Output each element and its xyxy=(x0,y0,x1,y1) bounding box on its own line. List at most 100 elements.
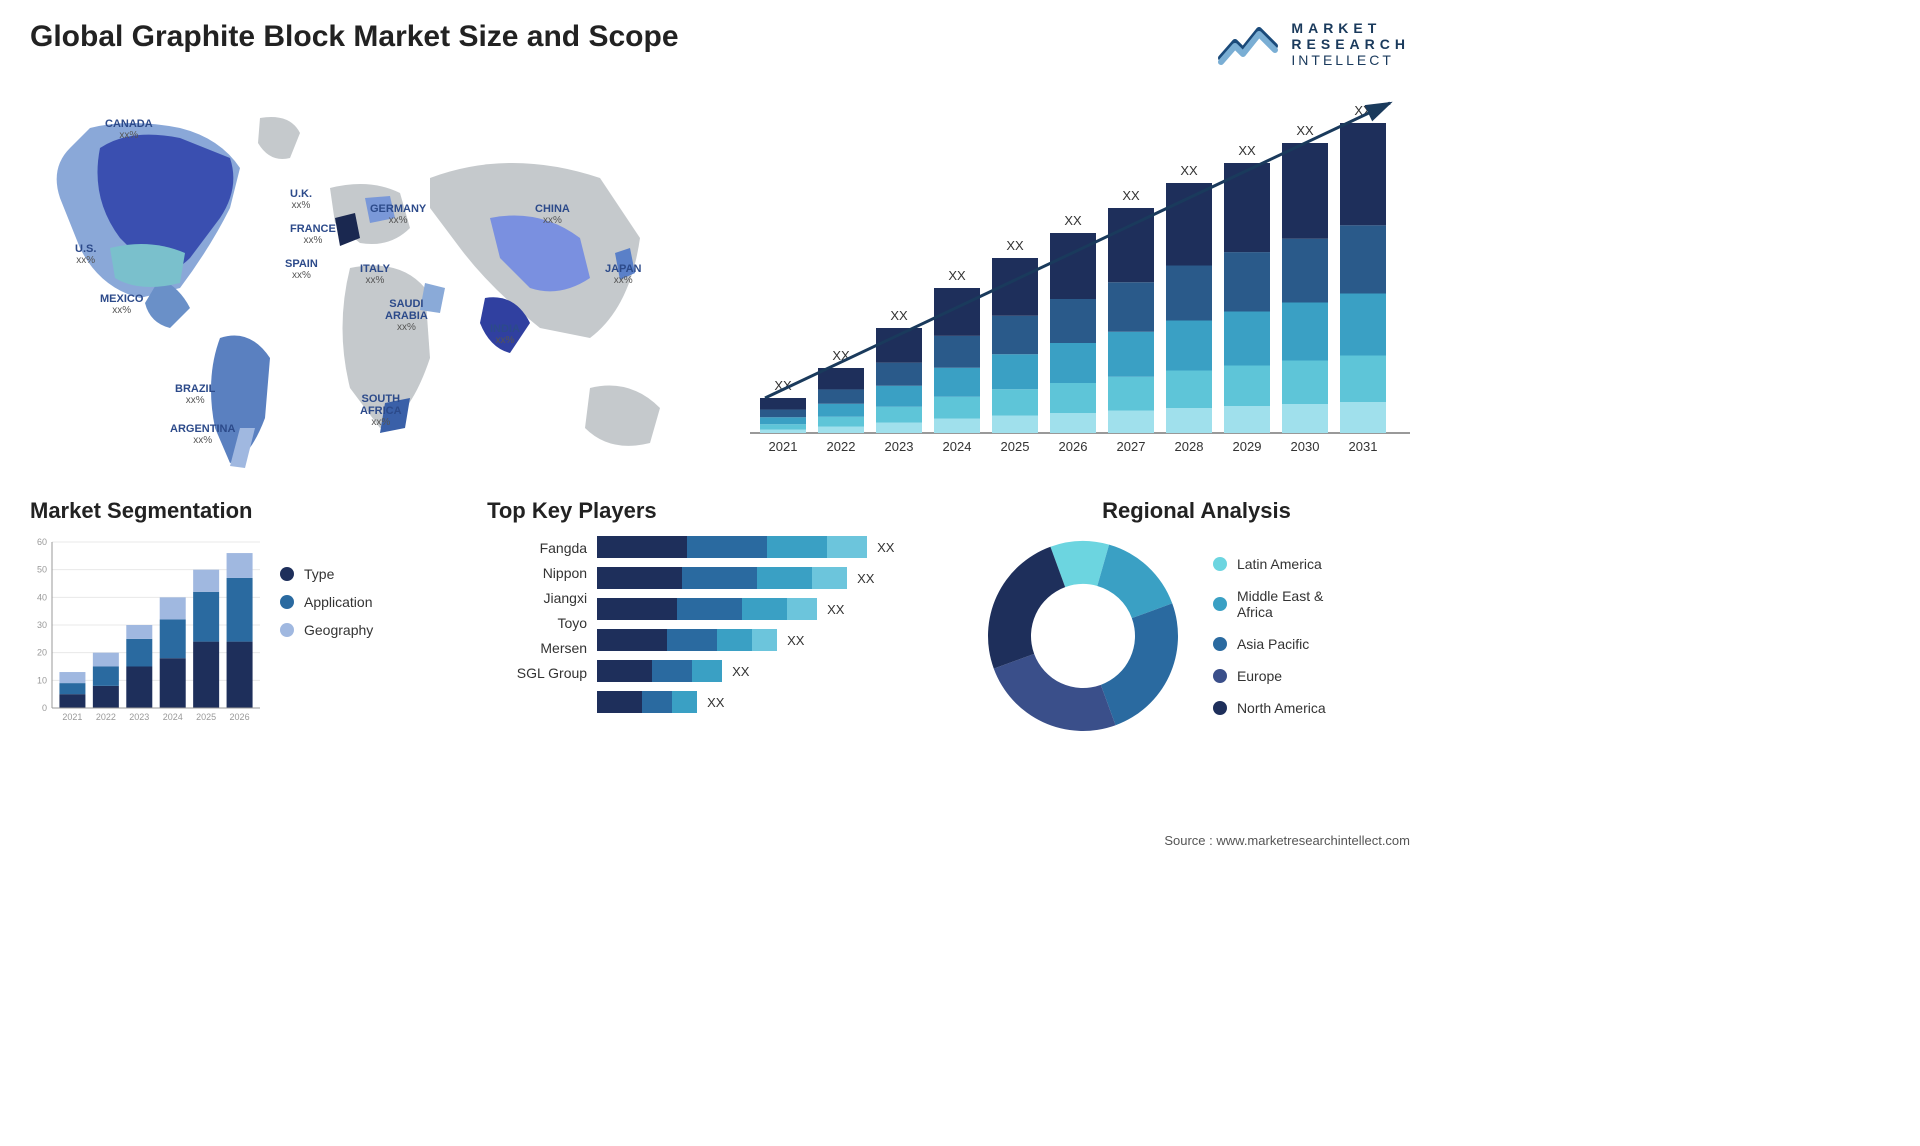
player-bar-segment xyxy=(677,598,742,620)
player-bar-segment xyxy=(652,660,692,682)
player-bar-segment xyxy=(672,691,697,713)
player-bar-row: XX xyxy=(597,629,953,651)
legend-dot xyxy=(280,595,294,609)
player-bar-segment xyxy=(667,629,717,651)
player-bar-segment xyxy=(757,567,812,589)
player-bar-segment xyxy=(597,567,682,589)
player-bar-segment xyxy=(642,691,672,713)
svg-text:2031: 2031 xyxy=(1349,439,1378,454)
regional-title: Regional Analysis xyxy=(983,498,1410,524)
svg-text:40: 40 xyxy=(37,593,47,603)
svg-text:2030: 2030 xyxy=(1291,439,1320,454)
map-label: FRANCExx% xyxy=(290,223,336,246)
svg-text:2029: 2029 xyxy=(1233,439,1262,454)
player-bar xyxy=(597,598,817,620)
player-value: XX xyxy=(877,540,894,555)
svg-text:0: 0 xyxy=(42,703,47,713)
logo-line3: INTELLECT xyxy=(1291,52,1410,68)
map-label: SOUTHAFRICAxx% xyxy=(360,393,402,428)
player-name: Jiangxi xyxy=(487,590,587,606)
player-names: FangdaNipponJiangxiToyoMersenSGL Group xyxy=(487,536,587,713)
svg-text:XX: XX xyxy=(1238,143,1256,158)
player-value: XX xyxy=(827,602,844,617)
svg-text:2022: 2022 xyxy=(827,439,856,454)
svg-text:XX: XX xyxy=(1296,123,1314,138)
player-bar-segment xyxy=(597,629,667,651)
player-bar-segment xyxy=(787,598,817,620)
legend-item: Type xyxy=(280,566,373,582)
svg-text:60: 60 xyxy=(37,537,47,547)
legend-label: Europe xyxy=(1237,668,1282,684)
player-bar-segment xyxy=(597,691,642,713)
player-value: XX xyxy=(857,571,874,586)
svg-text:30: 30 xyxy=(37,620,47,630)
svg-text:50: 50 xyxy=(37,565,47,575)
segmentation-title: Market Segmentation xyxy=(30,498,457,524)
svg-text:XX: XX xyxy=(890,308,908,323)
logo-mark-icon xyxy=(1217,22,1281,66)
player-bar-segment xyxy=(742,598,787,620)
legend-item: North America xyxy=(1213,700,1326,716)
map-label: U.K.xx% xyxy=(290,188,312,211)
map-label: SPAINxx% xyxy=(285,258,318,281)
svg-text:2021: 2021 xyxy=(769,439,798,454)
svg-text:2022: 2022 xyxy=(96,712,116,722)
map-label: U.S.xx% xyxy=(75,243,96,266)
player-value: XX xyxy=(732,664,749,679)
player-bar xyxy=(597,691,697,713)
player-name: Mersen xyxy=(487,640,587,656)
players-panel: Top Key Players FangdaNipponJiangxiToyoM… xyxy=(487,498,953,736)
legend-dot xyxy=(1213,637,1227,651)
map-label: ITALYxx% xyxy=(360,263,390,286)
segmentation-legend: Type Application Geography xyxy=(280,536,373,726)
legend-label: Geography xyxy=(304,622,373,638)
player-bar-row: XX xyxy=(597,598,953,620)
map-label: BRAZILxx% xyxy=(175,383,215,406)
legend-item: Application xyxy=(280,594,373,610)
player-bars: XX XX XX XX XX XX xyxy=(597,536,953,713)
player-name: Toyo xyxy=(487,615,587,631)
legend-label: Asia Pacific xyxy=(1237,636,1309,652)
legend-item: Middle East &Africa xyxy=(1213,588,1326,620)
brand-logo: MARKET RESEARCH INTELLECT xyxy=(1217,20,1410,68)
map-label: CANADAxx% xyxy=(105,118,153,141)
legend-dot xyxy=(1213,669,1227,683)
player-bar-row: XX xyxy=(597,660,953,682)
legend-label: Middle East &Africa xyxy=(1237,588,1323,620)
svg-text:2023: 2023 xyxy=(129,712,149,722)
player-bar-segment xyxy=(717,629,752,651)
svg-text:2026: 2026 xyxy=(230,712,250,722)
legend-item: Latin America xyxy=(1213,556,1326,572)
regional-legend: Latin America Middle East &Africa Asia Pac… xyxy=(1213,556,1326,716)
svg-text:XX: XX xyxy=(948,268,966,283)
source-text: Source : www.marketresearchintellect.com xyxy=(1164,833,1410,848)
svg-text:10: 10 xyxy=(37,676,47,686)
legend-label: Type xyxy=(304,566,334,582)
svg-text:XX: XX xyxy=(1122,188,1140,203)
regional-panel: Regional Analysis Latin America Middle Ea… xyxy=(983,498,1410,736)
svg-text:2024: 2024 xyxy=(163,712,183,722)
legend-label: Latin America xyxy=(1237,556,1322,572)
world-map: CANADAxx%U.S.xx%MEXICOxx%BRAZILxx%ARGENT… xyxy=(30,88,710,468)
map-label: JAPANxx% xyxy=(605,263,641,286)
player-bar xyxy=(597,536,867,558)
legend-dot xyxy=(280,623,294,637)
player-bar-segment xyxy=(597,536,687,558)
legend-dot xyxy=(1213,597,1227,611)
svg-text:2025: 2025 xyxy=(1001,439,1030,454)
legend-label: Application xyxy=(304,594,373,610)
legend-item: Asia Pacific xyxy=(1213,636,1326,652)
player-bar xyxy=(597,567,847,589)
legend-item: Europe xyxy=(1213,668,1326,684)
player-bar-row: XX xyxy=(597,691,953,713)
player-bar-segment xyxy=(682,567,757,589)
player-bar-segment xyxy=(597,660,652,682)
player-bar-segment xyxy=(687,536,767,558)
legend-label: North America xyxy=(1237,700,1326,716)
main-bar-chart: 2021XX2022XX2023XX2024XX2025XX2026XX2027… xyxy=(750,88,1410,468)
segmentation-chart: 0102030405060202120222023202420252026 xyxy=(30,536,260,726)
svg-text:2023: 2023 xyxy=(885,439,914,454)
svg-text:2027: 2027 xyxy=(1117,439,1146,454)
svg-text:2026: 2026 xyxy=(1059,439,1088,454)
player-bar-row: XX xyxy=(597,567,953,589)
